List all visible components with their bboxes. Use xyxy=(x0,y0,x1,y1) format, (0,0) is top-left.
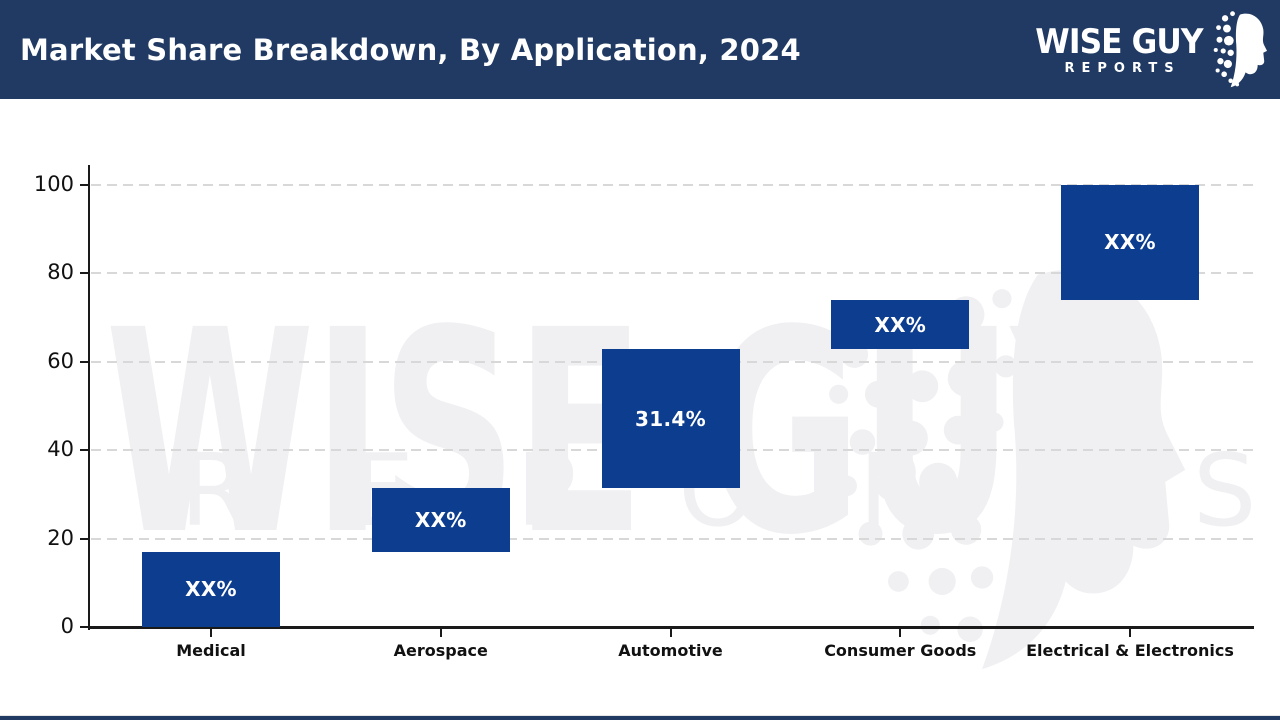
y-tick-label: 0 xyxy=(60,614,74,638)
brand-head-dots-icon xyxy=(1213,11,1268,88)
y-axis-line xyxy=(88,165,90,630)
y-tick-label: 100 xyxy=(33,172,74,196)
bar: XX% xyxy=(371,488,510,552)
y-tick-mark xyxy=(80,449,88,452)
header-bar: Market Share Breakdown, By Application, … xyxy=(0,0,1280,99)
x-tick-mark xyxy=(669,629,672,637)
x-category-label: Automotive xyxy=(618,641,723,660)
x-tick-mark xyxy=(210,629,212,637)
x-tick-mark xyxy=(439,629,442,637)
x-tick-mark xyxy=(1129,629,1131,637)
bar: XX% xyxy=(831,299,970,350)
bar: XX% xyxy=(1061,185,1199,300)
bar-value-label: XX% xyxy=(1104,230,1156,255)
gridline xyxy=(91,184,1254,186)
gridline xyxy=(91,272,1254,275)
y-tick-label: 80 xyxy=(47,260,74,285)
y-tick-label: 20 xyxy=(47,525,74,550)
y-tick-mark xyxy=(80,360,88,363)
x-axis-line xyxy=(88,626,1254,629)
y-tick-label: 60 xyxy=(47,348,74,373)
brand-name: WISE GUY xyxy=(1035,22,1203,62)
x-category-label: Consumer Goods xyxy=(824,641,977,660)
brand-wordmark: WISE GUY REPORTS xyxy=(1028,25,1210,75)
y-tick-label: 40 xyxy=(47,437,74,462)
y-tick-mark xyxy=(80,626,88,628)
bar-value-label: XX% xyxy=(874,312,927,337)
brand-logo: WISE GUY REPORTS xyxy=(1028,6,1268,94)
footer-divider xyxy=(0,715,1280,716)
y-tick-mark xyxy=(80,184,88,186)
x-category-label: Aerospace xyxy=(393,641,488,660)
x-category-label: Medical xyxy=(176,641,246,660)
bar: 31.4% xyxy=(601,349,740,489)
footer-bar xyxy=(0,716,1280,720)
y-tick-mark xyxy=(80,272,88,275)
page-title: Market Share Breakdown, By Application, … xyxy=(20,32,801,67)
x-category-label: Electrical & Electronics xyxy=(1026,641,1234,660)
x-tick-mark xyxy=(899,629,902,637)
gridline xyxy=(91,537,1254,540)
bar-value-label: XX% xyxy=(414,508,467,533)
bar-value-label: 31.4% xyxy=(635,406,706,431)
y-tick-mark xyxy=(80,537,88,540)
plot-area: 0 20 40 60 80 100 XX% Medical XX% Aerospace 31.4% A… xyxy=(0,99,1280,716)
bar-value-label: XX% xyxy=(185,577,237,602)
brand-subtitle: REPORTS xyxy=(1064,61,1181,76)
bar: XX% xyxy=(142,551,280,627)
